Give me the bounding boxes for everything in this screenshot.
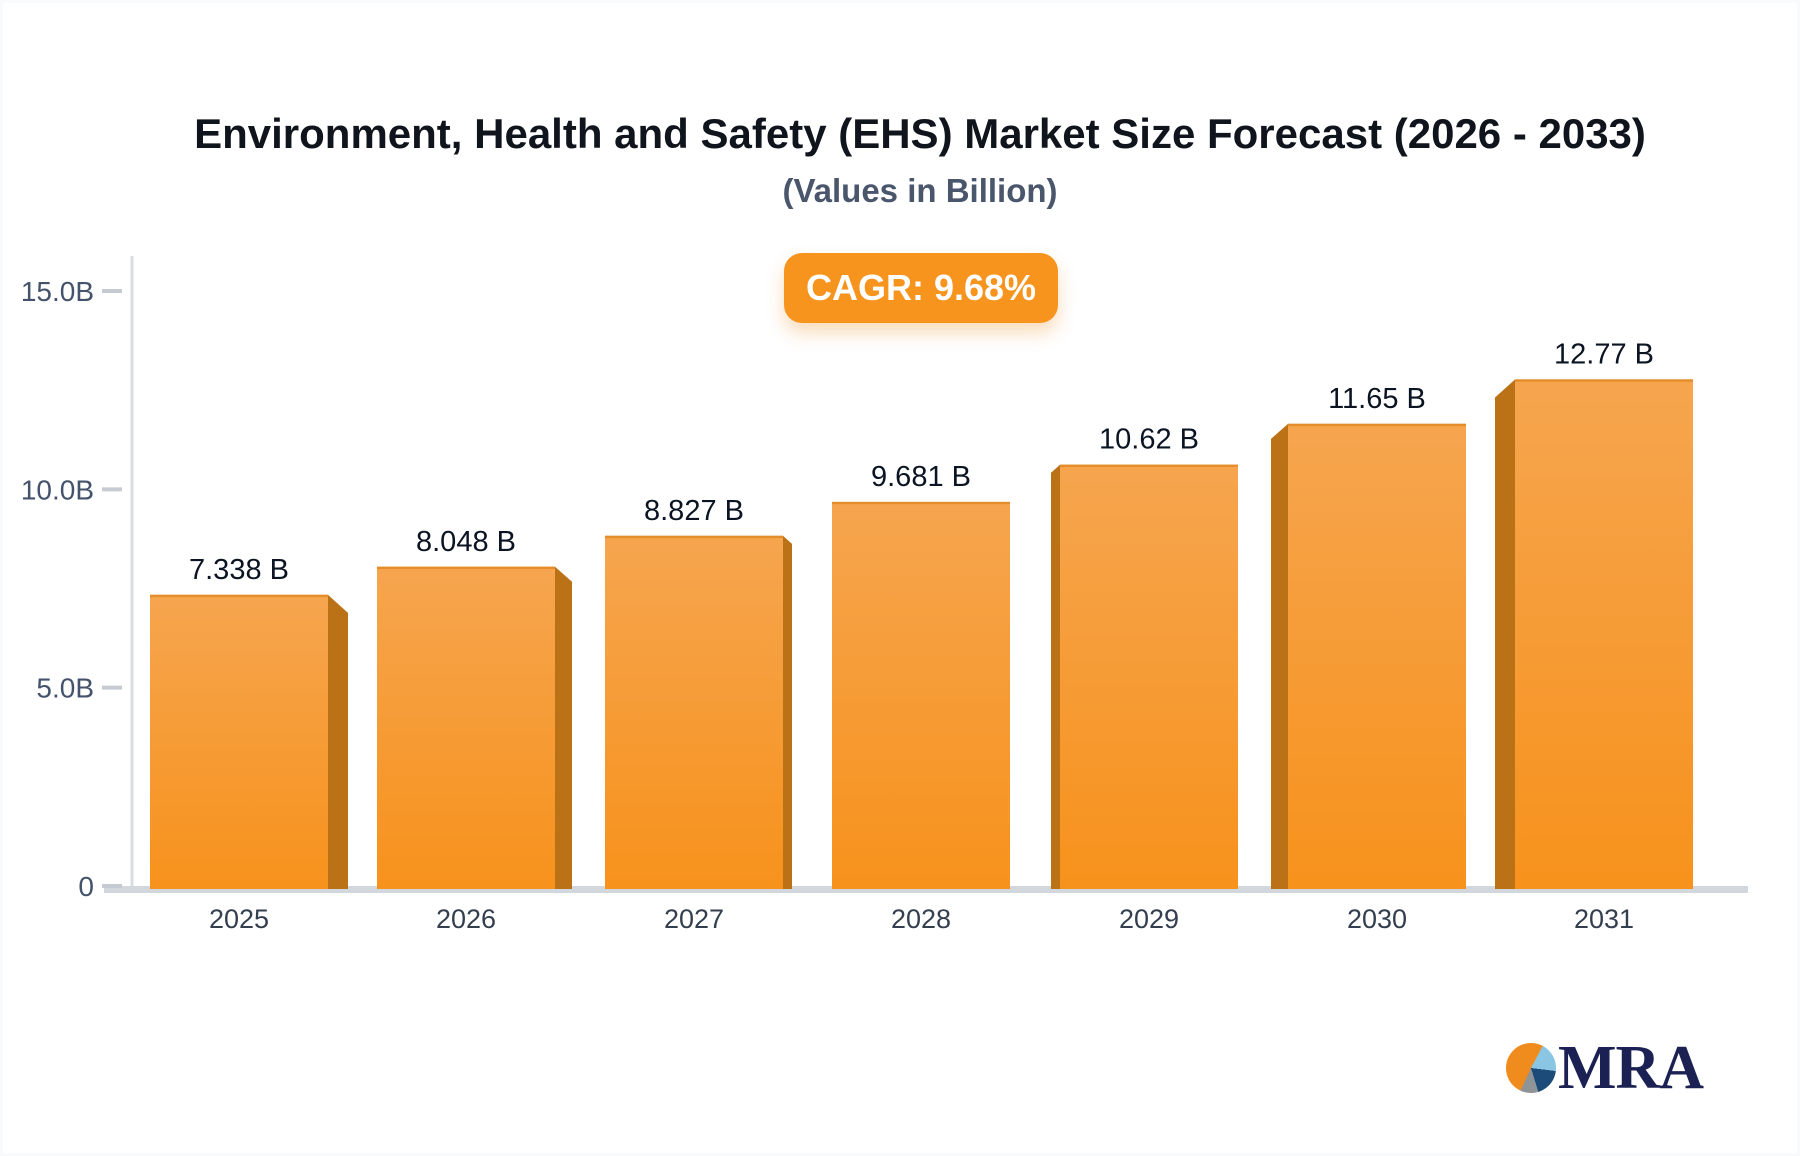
x-tick-label: 2028 <box>891 904 951 934</box>
bar-group: 9.681 B 2028 <box>832 461 1010 934</box>
bar-group: 11.65 B 2030 <box>1271 383 1466 934</box>
bar-group: 8.827 B 2027 <box>605 495 792 934</box>
bar <box>1288 423 1466 889</box>
pie-chart-logo-icon <box>1506 1043 1556 1093</box>
y-tick-label: 10.0B <box>21 474 94 505</box>
bar-value-label: 11.65 B <box>1328 383 1426 415</box>
chart-subtitle: (Values in Billion) <box>782 172 1058 209</box>
y-tick-label: 0 <box>78 871 94 902</box>
x-tick-label: 2025 <box>209 904 269 934</box>
x-tick-label: 2026 <box>436 904 496 934</box>
bar-value-label: 12.77 B <box>1554 338 1654 370</box>
mra-logo: MRA <box>1506 1034 1704 1102</box>
bar-group: 10.62 B 2029 <box>1051 424 1238 934</box>
y-tick-label: 5.0B <box>36 673 94 704</box>
x-tick-label: 2027 <box>664 904 724 934</box>
bar-value-label: 9.681 B <box>871 461 971 493</box>
chart-header: Environment, Health and Safety (EHS) Mar… <box>40 0 1800 210</box>
bar <box>1060 464 1238 889</box>
bar-group: 8.048 B 2026 <box>377 526 572 934</box>
bar <box>150 594 328 889</box>
bar-side-face <box>1495 379 1515 889</box>
bar-side-face <box>328 594 348 889</box>
x-tick-label: 2030 <box>1347 904 1407 934</box>
bar <box>832 501 1010 889</box>
bar-value-label: 8.827 B <box>644 495 744 527</box>
bar-value-label: 7.338 B <box>189 554 289 586</box>
bar-side-face <box>1271 423 1288 889</box>
bar-side-face <box>555 566 572 889</box>
bar <box>377 566 555 889</box>
bar-group: 7.338 B 2025 <box>150 554 348 934</box>
y-tick-label: 15.0B <box>21 276 94 307</box>
bar <box>605 535 783 889</box>
bar <box>1515 379 1693 889</box>
x-tick-label: 2029 <box>1119 904 1179 934</box>
bar-group: 12.77 B 2031 <box>1495 338 1693 934</box>
mra-logo-text: MRA <box>1558 1034 1704 1102</box>
bar-side-face <box>783 535 792 889</box>
cagr-badge: CAGR: 9.68% <box>784 253 1058 323</box>
x-tick-label: 2031 <box>1574 904 1634 934</box>
bar-value-label: 10.62 B <box>1099 424 1199 456</box>
chart-title: Environment, Health and Safety (EHS) Mar… <box>194 110 1646 157</box>
bar-value-label: 8.048 B <box>416 526 516 558</box>
bar-side-face <box>1051 464 1060 889</box>
